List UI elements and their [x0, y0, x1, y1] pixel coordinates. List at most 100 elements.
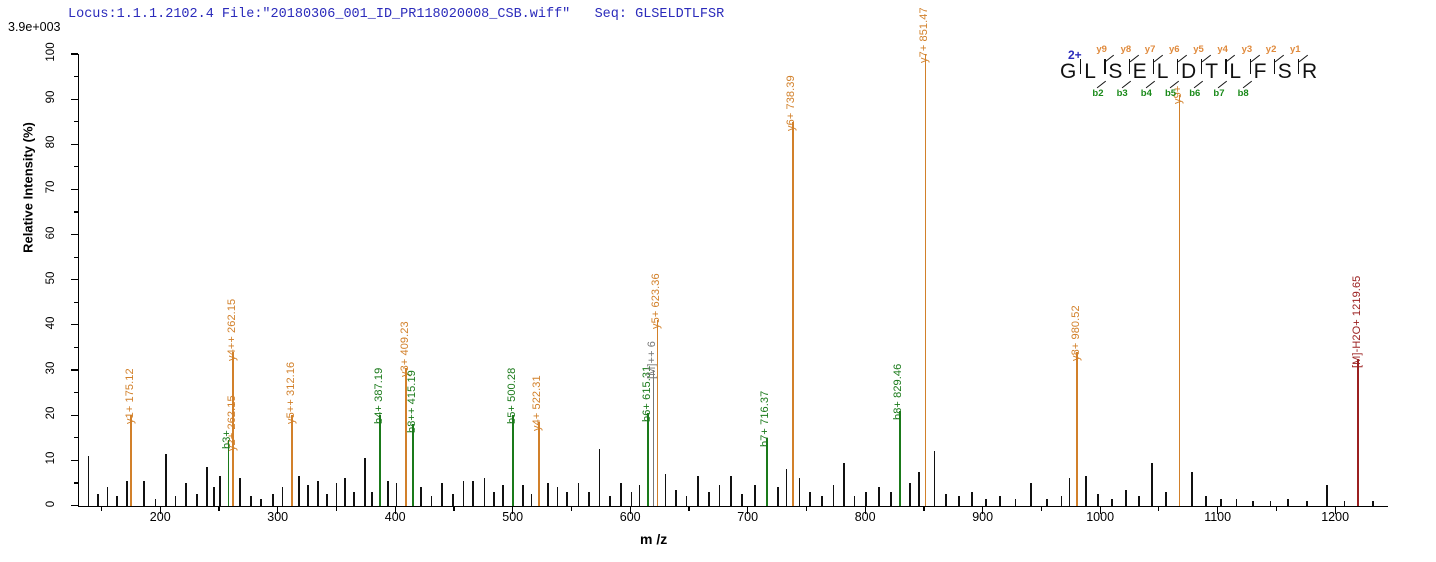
unassigned-peak [1060, 496, 1063, 506]
annotated-peak [647, 412, 650, 506]
unassigned-peak [547, 482, 549, 506]
unassigned-peak [420, 487, 422, 506]
unassigned-peak [1125, 489, 1127, 506]
x-tick [512, 506, 514, 514]
annotated-peak [379, 415, 381, 506]
ladder-cleavage-bar [1177, 59, 1179, 74]
annotated-peak [412, 424, 414, 506]
x-tick-label: 400 [384, 510, 406, 524]
unassigned-peak [918, 471, 921, 506]
x-tick-minor [1275, 506, 1277, 511]
annotated-peak [1178, 94, 1181, 506]
unassigned-peak [441, 482, 444, 506]
unassigned-peak [307, 485, 310, 506]
unassigned-peak [1046, 498, 1049, 506]
unassigned-peak [1029, 482, 1032, 506]
ladder-b-ion-label: b2 [1092, 88, 1104, 99]
unassigned-peak [865, 491, 868, 506]
x-tick-label: 600 [619, 510, 641, 524]
unassigned-peak [316, 480, 319, 506]
x-tick-minor [218, 506, 220, 511]
annotated-peak [512, 415, 514, 506]
unassigned-peak [281, 487, 284, 506]
ladder-residue: L [1156, 60, 1169, 83]
y-tick-minor [74, 211, 78, 213]
unassigned-peak [958, 496, 960, 506]
unassigned-peak [1235, 498, 1238, 506]
unassigned-peak [206, 467, 209, 506]
annotated-peak [924, 54, 927, 506]
unassigned-peak [685, 496, 688, 506]
annotated-peak [653, 370, 655, 506]
ladder-residue: S [1108, 60, 1123, 83]
unassigned-peak [933, 451, 936, 506]
y-tick [71, 234, 78, 236]
unassigned-peak [1085, 476, 1087, 506]
unassigned-peak [1150, 462, 1153, 506]
y-tick-minor [74, 392, 78, 394]
unassigned-peak [718, 485, 721, 506]
x-tick [159, 506, 161, 514]
x-axis-line [78, 505, 1388, 507]
unassigned-peak [335, 482, 338, 506]
unassigned-peak [598, 449, 601, 506]
unassigned-peak [185, 482, 187, 506]
unassigned-peak [832, 485, 835, 506]
unassigned-peak [708, 491, 710, 506]
y-tick [71, 53, 78, 55]
unassigned-peak [115, 496, 118, 506]
unassigned-peak [664, 473, 667, 506]
unassigned-peak [142, 480, 145, 506]
unassigned-peak [675, 489, 677, 506]
ladder-b-ion-label: b4 [1140, 88, 1152, 99]
ladder-y-ion-label: y7 [1144, 44, 1156, 55]
x-tick [1217, 506, 1219, 514]
y-tick [71, 324, 78, 326]
unassigned-peak [219, 476, 221, 506]
unassigned-peak [451, 494, 454, 506]
unassigned-peak [1220, 498, 1222, 506]
x-tick-label: 1200 [1321, 510, 1350, 524]
unassigned-peak [798, 478, 801, 506]
unassigned-peak [785, 469, 788, 506]
y-tick-minor [74, 346, 78, 349]
unassigned-peak [213, 487, 216, 506]
ladder-b-ion-label: b8 [1237, 88, 1249, 99]
ladder-y-ion-label: y3 [1241, 44, 1253, 55]
annotated-peak [227, 440, 230, 506]
unassigned-peak [1287, 498, 1289, 506]
unassigned-peak [1205, 496, 1207, 506]
ladder-cleavage-bar [1225, 59, 1227, 74]
x-tick-minor [1040, 506, 1042, 511]
unassigned-peak [165, 453, 167, 506]
ladder-residue: G [1060, 60, 1077, 83]
y-tick-minor [74, 166, 78, 168]
unassigned-peak [272, 494, 274, 506]
x-tick [1334, 506, 1336, 514]
unassigned-peak [1190, 471, 1193, 506]
x-tick [747, 506, 749, 514]
unassigned-peak [395, 482, 398, 506]
unassigned-peak [878, 487, 881, 506]
unassigned-peak [1326, 485, 1328, 506]
ladder-residue: L [1084, 60, 1096, 83]
ladder-residue: E [1132, 60, 1147, 83]
unassigned-peak [630, 491, 633, 506]
x-tick-minor [688, 506, 690, 511]
ladder-y-ion-label: y5 [1193, 44, 1204, 55]
y-tick [71, 279, 78, 281]
x-tick-label: 200 [149, 510, 171, 524]
unassigned-peak [471, 480, 474, 506]
unassigned-peak [730, 476, 733, 506]
y-tick [71, 98, 78, 100]
annotated-peak [291, 415, 293, 506]
unassigned-peak [1343, 501, 1346, 506]
unassigned-peak [945, 494, 948, 506]
unassigned-peak [985, 498, 988, 506]
unassigned-peak [493, 491, 495, 506]
unassigned-peak [565, 491, 568, 506]
ladder-cleavage-bar [1249, 59, 1251, 74]
x-tick-label: 1000 [1086, 510, 1115, 524]
unassigned-peak [1269, 501, 1272, 506]
